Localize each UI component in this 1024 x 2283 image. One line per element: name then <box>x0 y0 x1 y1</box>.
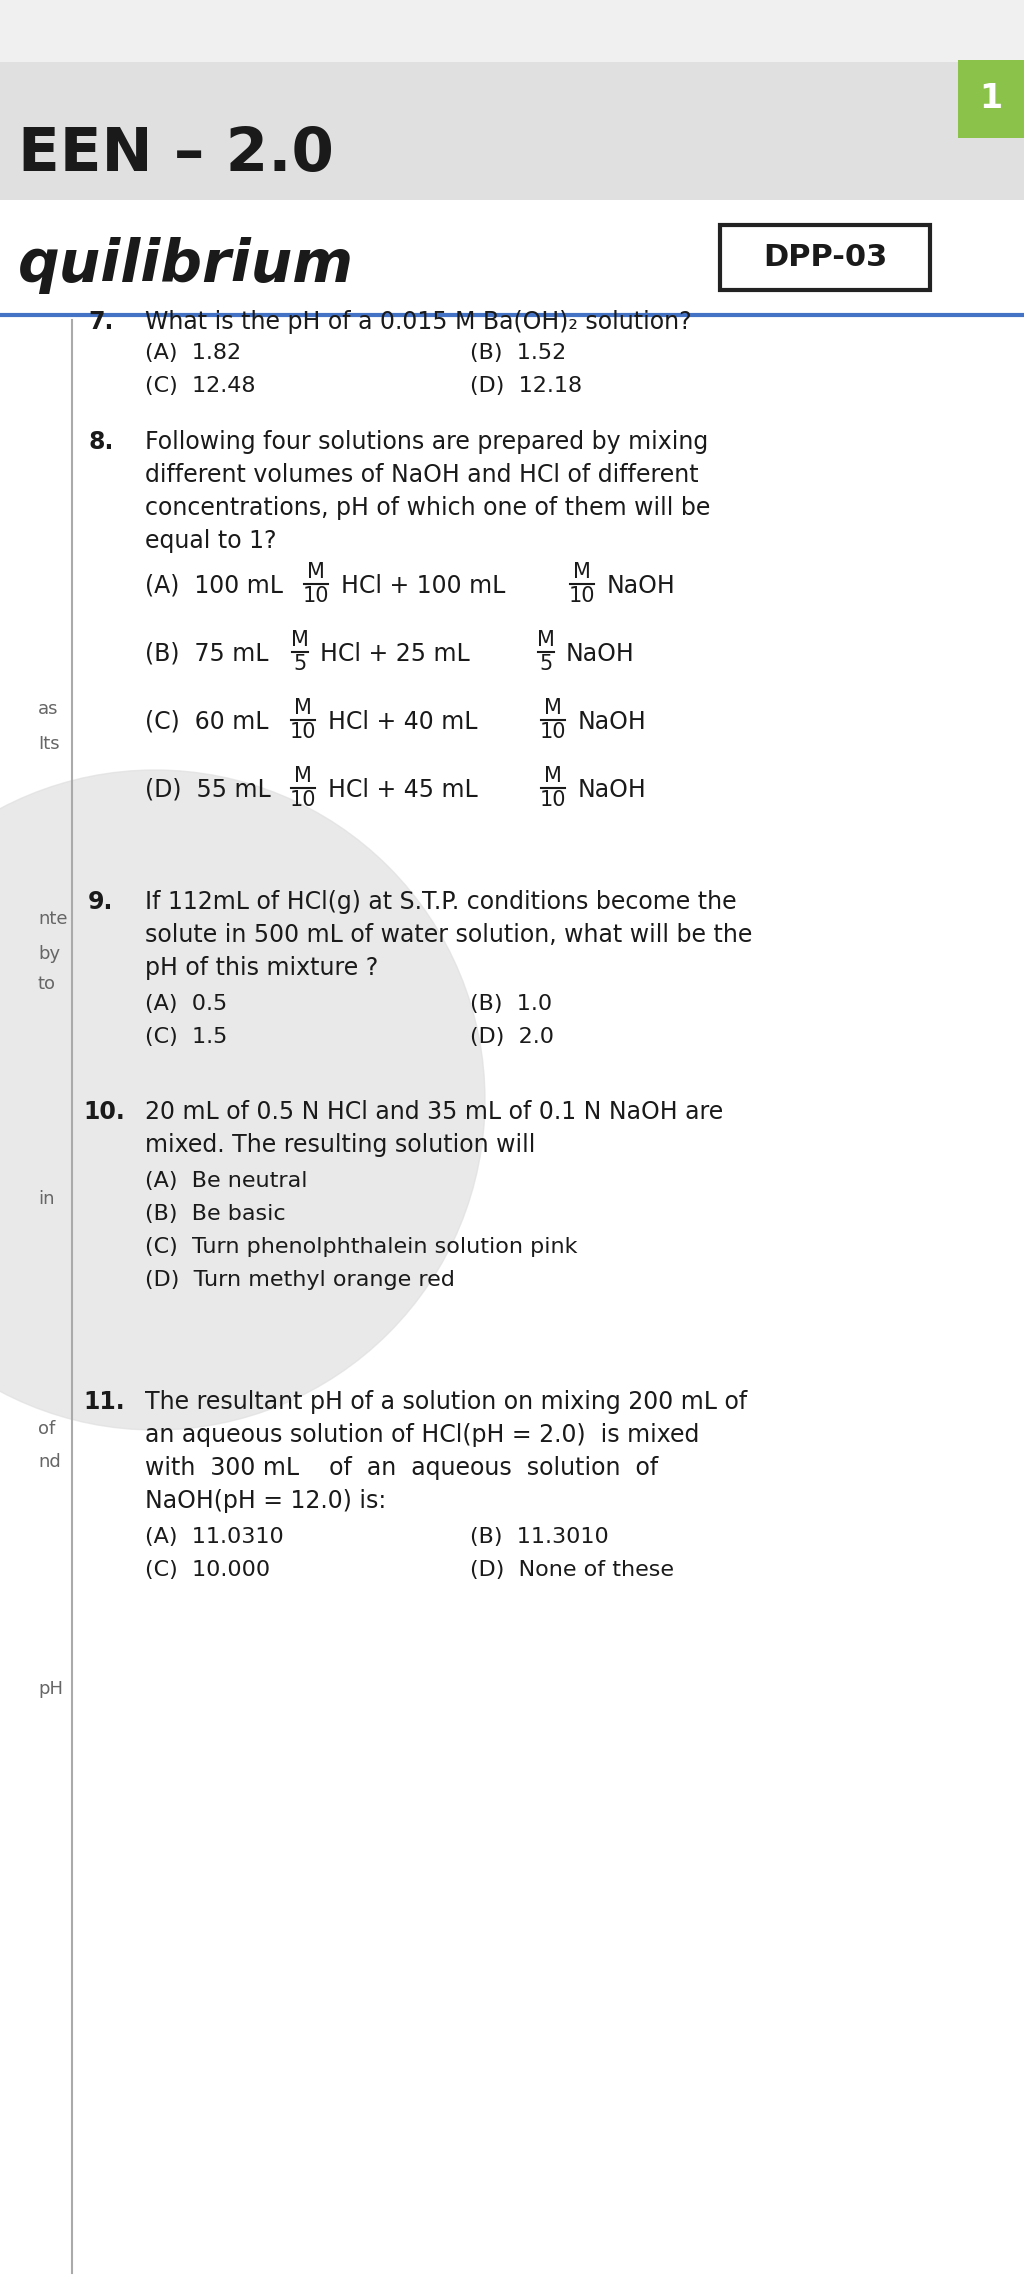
Text: 8.: 8. <box>88 429 114 454</box>
Text: (C)  10.000: (C) 10.000 <box>145 1559 270 1580</box>
Text: (B)  75 mL: (B) 75 mL <box>145 642 268 667</box>
Text: quilibrium: quilibrium <box>18 237 354 295</box>
Text: 10: 10 <box>540 721 566 742</box>
Text: by: by <box>38 945 60 963</box>
Bar <box>0 0 1024 62</box>
Text: NaOH: NaOH <box>607 573 676 598</box>
Text: Its: Its <box>38 735 59 753</box>
Text: (D)  2.0: (D) 2.0 <box>470 1027 554 1048</box>
FancyBboxPatch shape <box>720 226 930 290</box>
Text: HCl + 45 mL: HCl + 45 mL <box>328 779 478 801</box>
Text: 9.: 9. <box>88 890 114 913</box>
Text: (A)  0.5: (A) 0.5 <box>145 993 227 1014</box>
Text: of: of <box>38 1420 55 1438</box>
Text: 10: 10 <box>290 721 316 742</box>
Text: 10: 10 <box>290 790 316 810</box>
Text: to: to <box>38 975 56 993</box>
Text: 1: 1 <box>979 82 1002 116</box>
Text: (A)  11.0310: (A) 11.0310 <box>145 1527 284 1548</box>
Text: 10: 10 <box>303 587 330 605</box>
Text: solute in 500 mL of water solution, what will be the: solute in 500 mL of water solution, what… <box>145 922 753 947</box>
Text: (C)  12.48: (C) 12.48 <box>145 377 256 395</box>
Text: Following four solutions are prepared by mixing: Following four solutions are prepared by… <box>145 429 709 454</box>
Text: as: as <box>38 701 58 717</box>
Text: in: in <box>38 1189 54 1208</box>
Text: What is the pH of a 0.015 M Ba(OH)₂ solution?: What is the pH of a 0.015 M Ba(OH)₂ solu… <box>145 310 691 333</box>
Text: 20 mL of 0.5 N HCl and 35 mL of 0.1 N NaOH are: 20 mL of 0.5 N HCl and 35 mL of 0.1 N Na… <box>145 1100 723 1123</box>
Text: (D)  Turn methyl orange red: (D) Turn methyl orange red <box>145 1269 455 1290</box>
Text: HCl + 40 mL: HCl + 40 mL <box>328 710 477 735</box>
Text: NaOH(pH = 12.0) is:: NaOH(pH = 12.0) is: <box>145 1489 386 1514</box>
Text: nd: nd <box>38 1452 60 1470</box>
Text: If 112mL of HCl(g) at S.T.P. conditions become the: If 112mL of HCl(g) at S.T.P. conditions … <box>145 890 736 913</box>
Text: equal to 1?: equal to 1? <box>145 530 276 552</box>
Circle shape <box>0 769 485 1429</box>
Text: DPP-03: DPP-03 <box>763 242 887 272</box>
Bar <box>0 201 1024 310</box>
Text: (B)  Be basic: (B) Be basic <box>145 1203 286 1224</box>
Text: EEN – 2.0: EEN – 2.0 <box>18 126 334 185</box>
Text: 10: 10 <box>540 790 566 810</box>
Text: (B)  1.0: (B) 1.0 <box>470 993 552 1014</box>
Text: (D)  55 mL: (D) 55 mL <box>145 779 270 801</box>
Text: NaOH: NaOH <box>578 710 647 735</box>
Text: The resultant pH of a solution on mixing 200 mL of: The resultant pH of a solution on mixing… <box>145 1390 748 1413</box>
Text: M: M <box>537 630 555 651</box>
Text: M: M <box>544 699 562 717</box>
Text: (A)  Be neutral: (A) Be neutral <box>145 1171 307 1192</box>
Text: an aqueous solution of HCl(pH = 2.0)  is mixed: an aqueous solution of HCl(pH = 2.0) is … <box>145 1422 699 1447</box>
Text: M: M <box>544 767 562 785</box>
Text: HCl + 100 mL: HCl + 100 mL <box>341 573 506 598</box>
Text: (D)  None of these: (D) None of these <box>470 1559 674 1580</box>
Text: concentrations, pH of which one of them will be: concentrations, pH of which one of them … <box>145 495 711 521</box>
Text: 7.: 7. <box>88 310 114 333</box>
Text: with  300 mL    of  an  aqueous  solution  of: with 300 mL of an aqueous solution of <box>145 1457 658 1479</box>
Text: (B)  11.3010: (B) 11.3010 <box>470 1527 608 1548</box>
Text: (B)  1.52: (B) 1.52 <box>470 342 566 363</box>
Text: (C)  60 mL: (C) 60 mL <box>145 710 268 735</box>
Text: different volumes of NaOH and HCl of different: different volumes of NaOH and HCl of dif… <box>145 463 698 486</box>
Text: NaOH: NaOH <box>566 642 635 667</box>
Text: (C)  1.5: (C) 1.5 <box>145 1027 227 1048</box>
Text: pH: pH <box>38 1680 63 1699</box>
Text: M: M <box>573 562 591 582</box>
Text: (A)  100 mL: (A) 100 mL <box>145 573 283 598</box>
Text: M: M <box>294 767 312 785</box>
Text: 5: 5 <box>540 653 553 673</box>
Bar <box>0 62 1024 201</box>
Text: 10.: 10. <box>83 1100 125 1123</box>
Text: 10: 10 <box>568 587 595 605</box>
Text: M: M <box>291 630 309 651</box>
Text: M: M <box>307 562 325 582</box>
Text: 11.: 11. <box>83 1390 125 1413</box>
Text: pH of this mixture ?: pH of this mixture ? <box>145 957 378 979</box>
Bar <box>958 59 1024 137</box>
Text: (D)  12.18: (D) 12.18 <box>470 377 582 395</box>
Text: mixed. The resulting solution will: mixed. The resulting solution will <box>145 1132 536 1157</box>
Text: (C)  Turn phenolphthalein solution pink: (C) Turn phenolphthalein solution pink <box>145 1237 578 1258</box>
Text: NaOH: NaOH <box>578 779 647 801</box>
Text: nte: nte <box>38 911 68 927</box>
Text: 5: 5 <box>293 653 306 673</box>
Text: HCl + 25 mL: HCl + 25 mL <box>319 642 470 667</box>
Text: M: M <box>294 699 312 717</box>
Text: (A)  1.82: (A) 1.82 <box>145 342 241 363</box>
